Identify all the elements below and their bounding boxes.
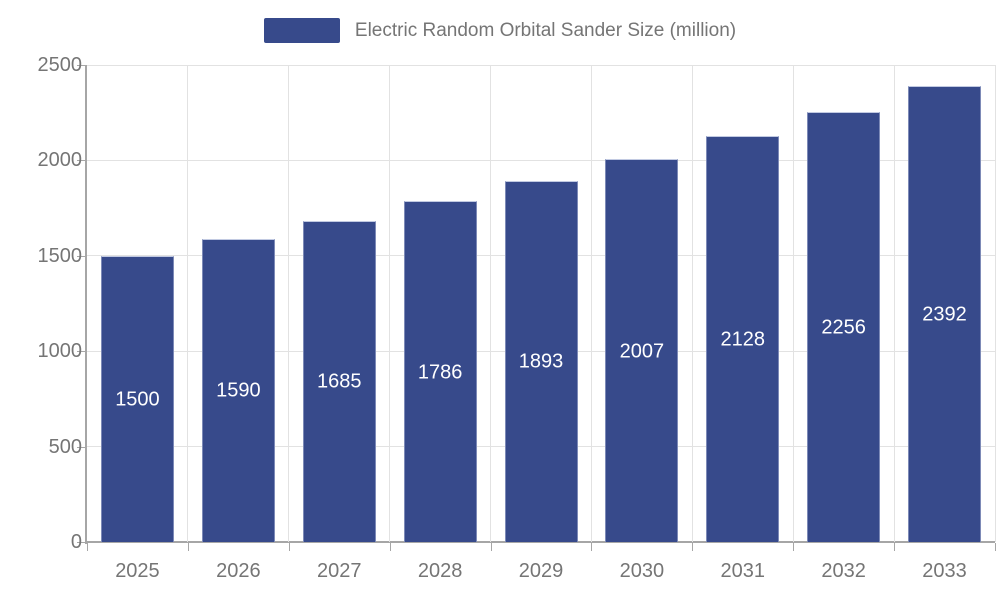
h-gridline-2500 <box>87 64 995 66</box>
bar-value-label-2027: 1685 <box>316 370 362 393</box>
bar-2032[interactable]: 2256 <box>807 111 881 542</box>
x-tick-9 <box>995 543 996 551</box>
legend-swatch[interactable] <box>263 18 340 43</box>
bar-value-label-2025: 1500 <box>115 388 160 411</box>
x-tick-5 <box>591 543 593 551</box>
x-tick-1 <box>187 543 189 551</box>
x-tick-label-2033: 2033 <box>922 560 967 582</box>
v-gridline-8 <box>893 65 895 542</box>
y-tick-2500 <box>77 65 85 66</box>
x-tick-label-2032: 2032 <box>821 560 866 582</box>
v-gridline-4 <box>490 65 492 542</box>
bar-value-label-2033: 2392 <box>922 303 967 326</box>
legend[interactable]: Electric Random Orbital Sander Size (mil… <box>0 18 1000 43</box>
y-tick-1000 <box>77 351 85 353</box>
x-tick-label-2028: 2028 <box>417 560 463 582</box>
y-tick-label-1000: 1000 <box>37 340 83 363</box>
x-tick-0 <box>87 543 88 551</box>
x-tick-6 <box>692 543 694 551</box>
bar-value-label-2028: 1786 <box>417 361 463 384</box>
bar-2031[interactable]: 2128 <box>706 135 780 542</box>
x-tick-4 <box>490 543 492 551</box>
y-tick-1500 <box>77 255 85 257</box>
y-tick-label-500: 500 <box>48 435 82 458</box>
bar-2029[interactable]: 1893 <box>504 180 578 542</box>
x-tick-label-2025: 2025 <box>115 560 160 582</box>
bar-2028[interactable]: 1786 <box>403 201 477 542</box>
bar-value-label-2030: 2007 <box>619 340 665 363</box>
bar-2026[interactable]: 1590 <box>201 238 275 542</box>
v-gridline-5 <box>590 65 592 542</box>
x-tick-3 <box>389 543 391 551</box>
legend-label[interactable]: Electric Random Orbital Sander Size (mil… <box>354 19 737 41</box>
bar-value-label-2029: 1893 <box>518 350 564 373</box>
bar-2025[interactable]: 1500 <box>100 255 174 542</box>
y-tick-label-2500: 2500 <box>37 54 83 76</box>
y-tick-0 <box>77 542 85 543</box>
x-tick-label-2026: 2026 <box>216 560 261 582</box>
x-tick-2 <box>288 543 290 551</box>
v-gridline-1 <box>187 65 189 542</box>
v-gridline-6 <box>691 65 693 542</box>
y-tick-label-2000: 2000 <box>37 149 83 172</box>
v-gridline-7 <box>792 65 794 542</box>
x-tick-label-2030: 2030 <box>619 560 665 582</box>
y-tick-label-0: 0 <box>70 531 82 553</box>
bar-2033[interactable]: 2392 <box>908 85 982 542</box>
v-gridline-2 <box>288 65 290 542</box>
x-tick-label-2029: 2029 <box>518 560 564 582</box>
v-gridline-9 <box>994 65 996 542</box>
y-tick-500 <box>77 446 85 448</box>
bar-value-label-2031: 2128 <box>720 328 766 351</box>
bar-value-label-2032: 2256 <box>821 316 866 339</box>
y-tick-label-1500: 1500 <box>37 244 83 267</box>
plot-area: 1500 1590 1685 1786 1893 2007 2128 2256 2392 <box>87 64 996 542</box>
y-tick-2000 <box>77 160 85 162</box>
x-tick-label-2027: 2027 <box>316 560 362 582</box>
x-tick-8 <box>894 543 896 551</box>
x-tick-label-2031: 2031 <box>720 560 766 582</box>
y-axis-line <box>85 65 87 544</box>
v-gridline-3 <box>389 65 391 542</box>
bar-2030[interactable]: 2007 <box>605 159 679 542</box>
x-axis-line <box>85 541 995 543</box>
bar-value-label-2026: 1590 <box>216 379 261 402</box>
bar-2027[interactable]: 1685 <box>302 220 376 542</box>
x-tick-7 <box>793 543 795 551</box>
h-gridline-2000 <box>87 159 995 161</box>
